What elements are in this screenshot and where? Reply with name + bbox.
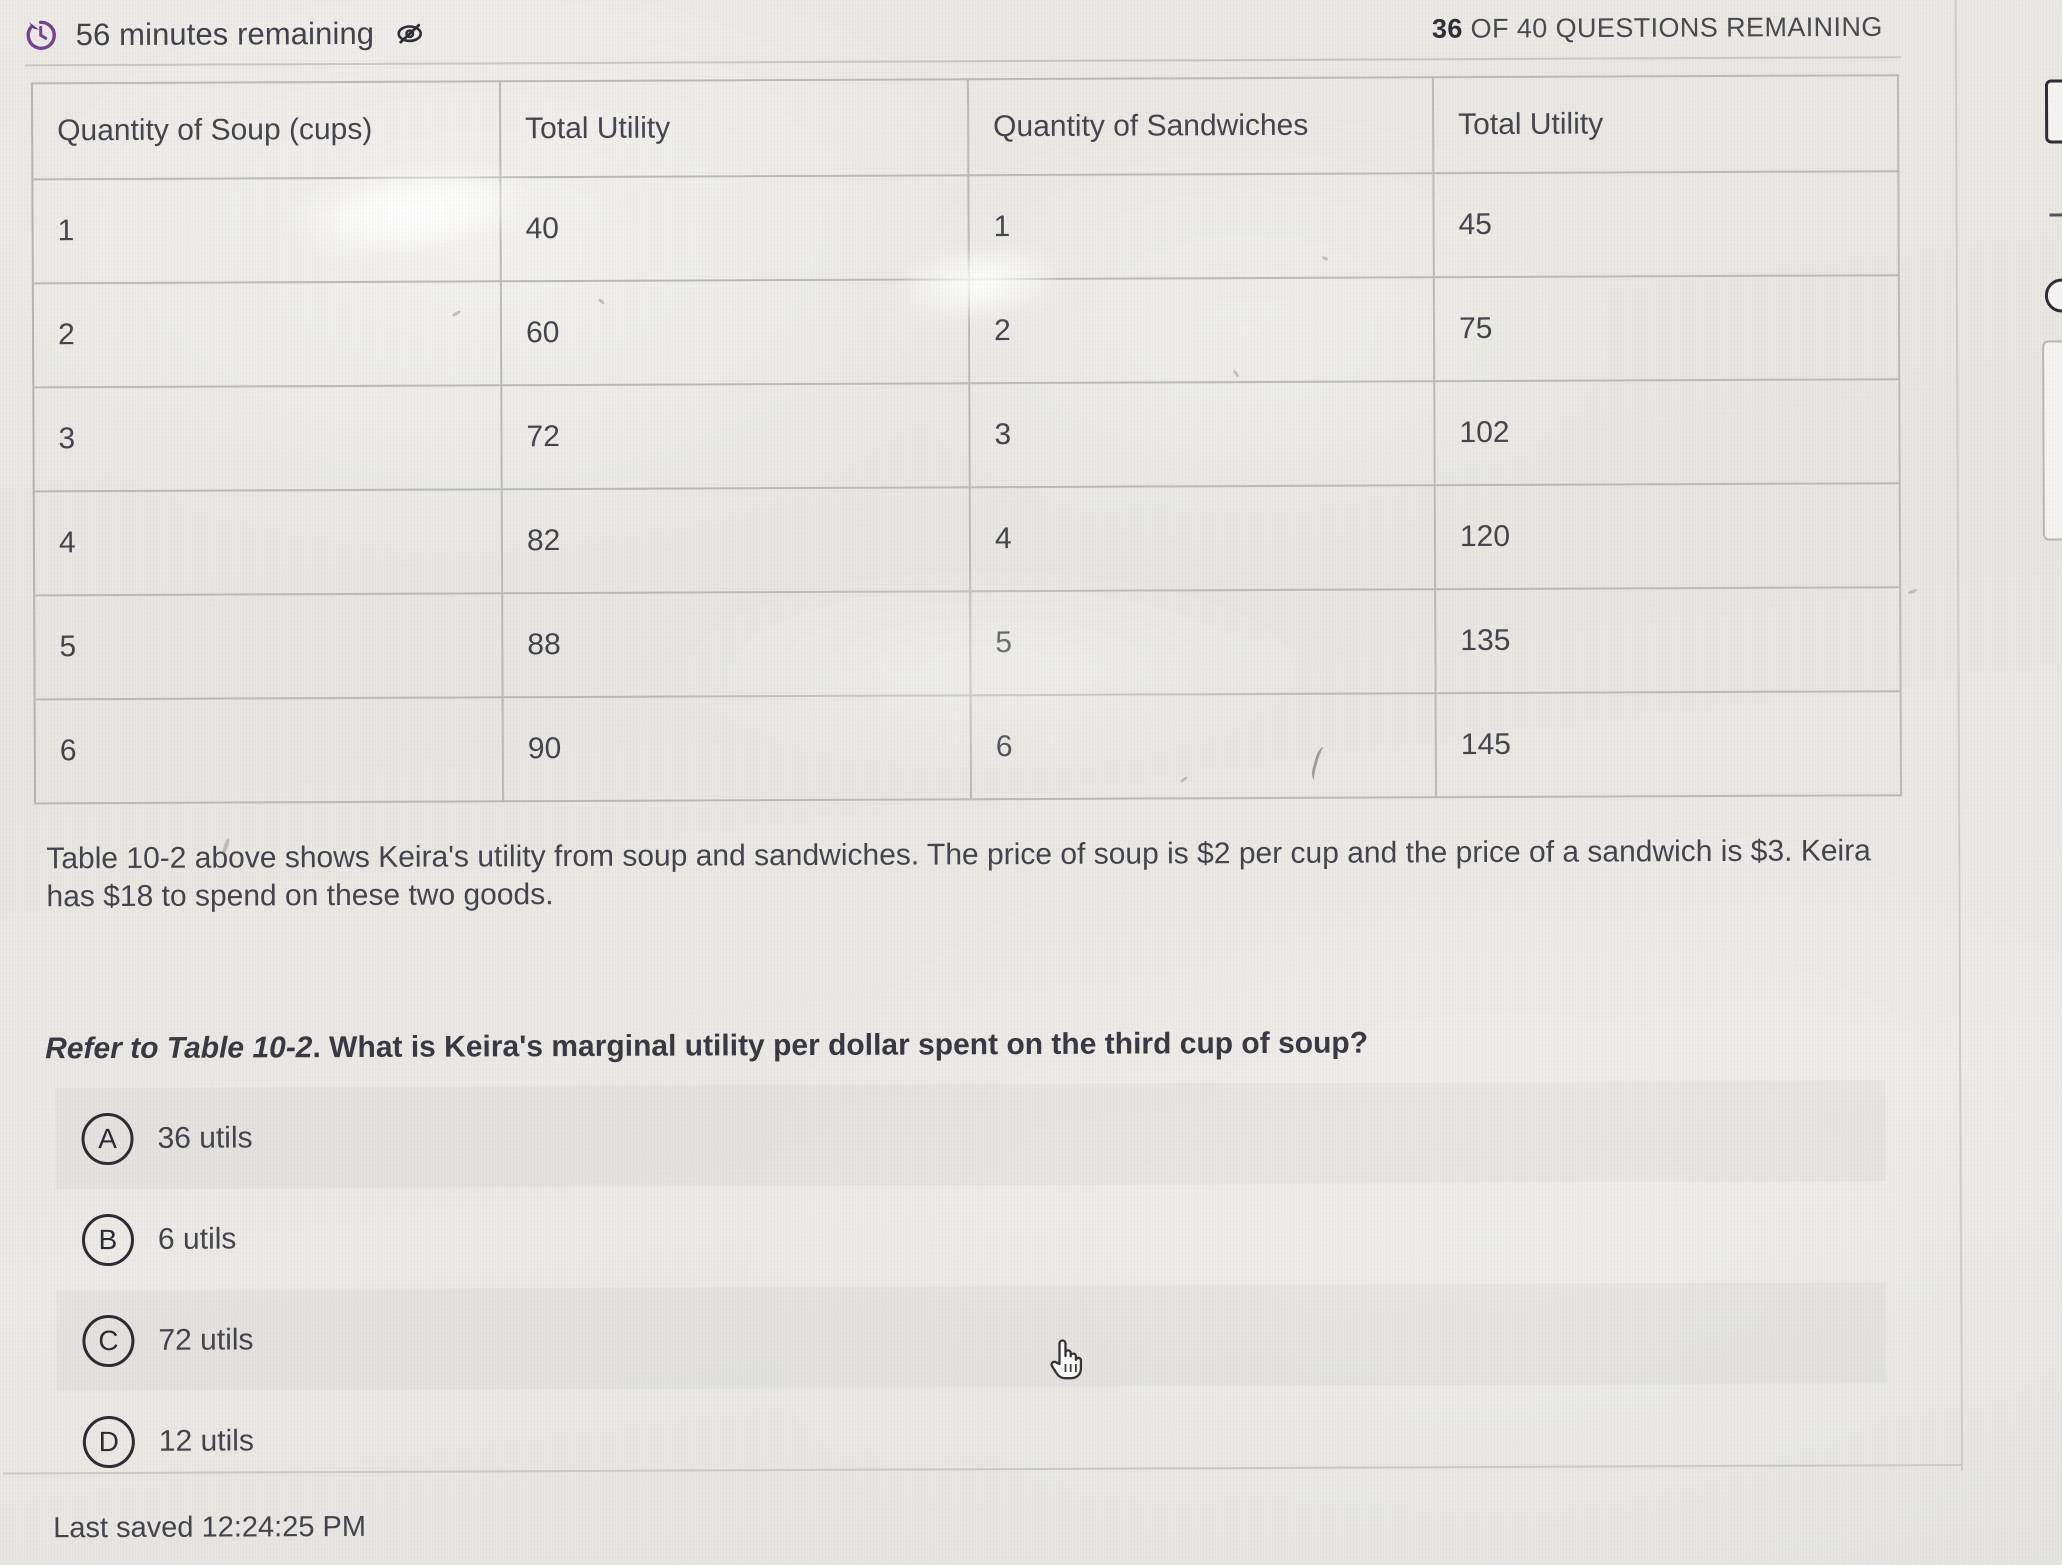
offscreen-panel-card [2042,340,2062,541]
exam-header: 56 minutes remaining 36 OF 40 QUESTIONS … [0,0,1957,67]
cell-sandwich-quantity: 1 [968,173,1434,280]
cell-sandwich-utility: 102 [1434,379,1900,486]
cell-soup-utility: 40 [500,175,969,282]
cell-sandwich-quantity: 2 [968,277,1435,384]
questions-remaining-status: 36 OF 40 QUESTIONS REMAINING [1432,12,1883,45]
cell-sandwich-utility: 145 [1435,691,1902,798]
cell-sandwich-quantity: 6 [970,693,1437,800]
cell-sandwich-quantity: 5 [970,589,1436,696]
questions-remaining-label: OF 40 QUESTIONS REMAINING [1462,11,1883,44]
cell-soup-utility: 82 [501,487,971,594]
column-header-soup-quantity: Quantity of Soup (cups) [31,81,501,180]
answer-options-list: A 36 utils B 6 utils C 72 utils D 12 uti… [55,1080,1887,1492]
offscreen-panel-button[interactable] [2044,79,2062,144]
cell-soup-utility: 72 [501,383,970,490]
eye-slash-icon[interactable] [391,19,425,49]
table-row: 1 40 1 45 [32,171,1899,284]
option-letter-d[interactable]: D [82,1415,135,1468]
question-text: . What is Keira's marginal utility per d… [312,1026,1369,1065]
table-caption-note: Table 10-2 above shows Keira's utility f… [46,834,1871,914]
cell-sandwich-quantity: 4 [969,485,1436,592]
question-prompt: Refer to Table 10-2. What is Keira's mar… [45,1022,1845,1067]
answer-option-b[interactable]: B 6 utils [56,1181,1886,1290]
cell-soup-quantity: 5 [34,593,503,700]
table-row: 5 88 5 135 [34,587,1901,700]
table-header-row: Quantity of Soup (cups) Total Utility Qu… [31,75,1899,180]
option-label-a: 36 utils [157,1120,253,1155]
column-header-soup-utility: Total Utility [499,79,969,178]
option-label-c: 72 utils [158,1322,254,1357]
timer-text: 56 minutes remaining [75,15,375,53]
column-header-sandwich-quantity: Quantity of Sandwiches [967,77,1434,176]
cell-soup-quantity: 3 [33,385,502,492]
option-label-d: 12 utils [158,1423,254,1458]
option-letter-a[interactable]: A [81,1112,134,1165]
pointer-hand-cursor [1050,1339,1083,1380]
questions-remaining-count: 36 [1431,13,1463,44]
cell-soup-quantity: 4 [33,489,503,596]
last-saved-status: Last saved 12:24:25 PM [53,1510,367,1545]
offscreen-panel-icon[interactable] [2044,278,2062,313]
cell-sandwich-utility: 120 [1434,483,1901,590]
cell-sandwich-utility: 135 [1435,587,1901,694]
option-letter-c[interactable]: C [82,1314,135,1367]
option-label-b: 6 utils [157,1221,237,1256]
offscreen-panel-divider [2049,213,2062,217]
utility-table: Quantity of Soup (cups) Total Utility Qu… [31,74,1902,804]
timer-group: 56 minutes remaining [23,16,426,54]
cell-sandwich-utility: 45 [1433,171,1899,278]
cell-soup-quantity: 1 [32,177,501,284]
table-row: 6 90 6 145 [34,691,1902,804]
column-header-sandwich-utility: Total Utility [1432,75,1899,174]
answer-option-c[interactable]: C 72 utils [56,1282,1887,1392]
cell-soup-quantity: 2 [32,281,502,388]
table-row: 4 82 4 120 [33,483,1901,596]
answer-option-a[interactable]: A 36 utils [55,1080,1886,1190]
cell-soup-utility: 88 [502,591,971,698]
timer-icon [23,17,59,53]
question-reference: Refer to Table 10-2 [45,1031,313,1066]
table-row: 2 60 2 75 [32,275,1900,388]
answer-option-d[interactable]: D 12 utils [57,1383,1887,1492]
cell-soup-utility: 60 [500,279,970,386]
cell-sandwich-quantity: 3 [969,381,1435,488]
cell-soup-quantity: 6 [34,697,504,804]
table-row: 3 72 3 102 [33,379,1900,492]
cell-sandwich-utility: 75 [1433,275,1900,382]
pane-divider [1954,0,1964,1471]
option-letter-b[interactable]: B [81,1213,135,1266]
cell-soup-utility: 90 [502,695,972,802]
